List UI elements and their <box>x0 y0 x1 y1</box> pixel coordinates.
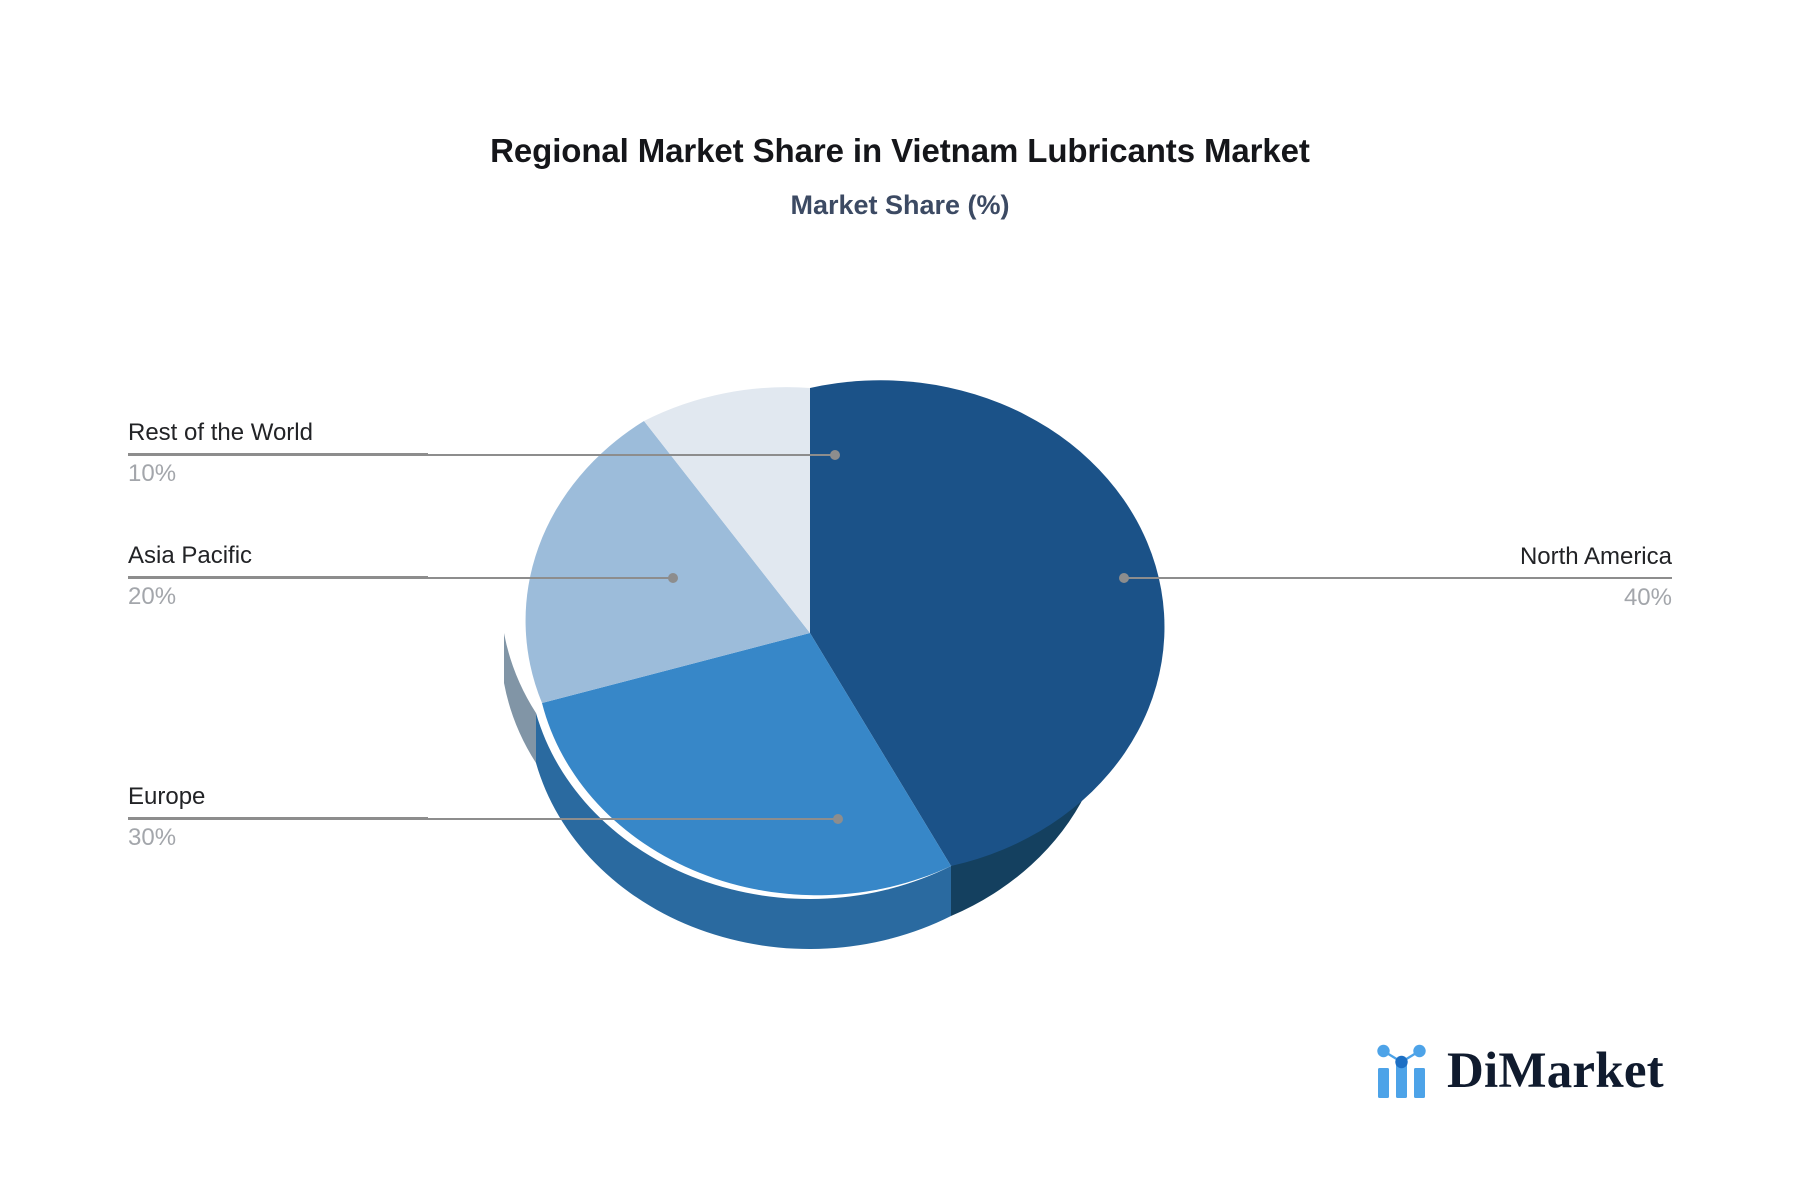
chart-subtitle: Market Share (%) <box>790 190 1010 220</box>
leader-dot-north-america <box>1119 573 1129 583</box>
callout-rule <box>128 453 428 455</box>
pie-depth-europe <box>536 713 951 949</box>
pie-top-face <box>525 380 1165 896</box>
leader-dot-asia-pacific <box>668 573 678 583</box>
callout-label-north-america: North America <box>1519 543 1672 570</box>
callout-label-rest-of-the-world: Rest of the World <box>128 419 313 446</box>
page-title: Regional Market Share in Vietnam Lubrica… <box>490 132 1310 169</box>
callout-europe: Europe 30% <box>128 782 428 853</box>
callout-value-north-america: 40% <box>1623 584 1672 611</box>
pie-slice-asia-pacific <box>525 421 810 703</box>
callout-rule <box>128 817 428 819</box>
callout-north-america: North America 40% <box>1372 542 1672 613</box>
brand-logo: DiMarket <box>1372 1040 1664 1102</box>
callout-rest-of-the-world: Rest of the World 10% <box>128 418 428 489</box>
callout-value-europe: 30% <box>128 824 177 851</box>
leader-dot-rest-of-the-world <box>830 450 840 460</box>
pie-depth-asia-pacific <box>504 633 536 763</box>
callout-label-asia-pacific: Asia Pacific <box>128 542 253 569</box>
leader-dot-europe <box>833 814 843 824</box>
callout-value-rest-of-the-world: 10% <box>128 460 177 487</box>
callout-rule <box>128 576 428 578</box>
brand-name: DiMarket <box>1447 1042 1664 1099</box>
callout-asia-pacific: Asia Pacific 20% <box>128 541 428 612</box>
pie-slice-rest-of-the-world <box>644 387 810 633</box>
callout-label-europe: Europe <box>128 783 206 810</box>
bar-chart-dots-icon <box>1377 1044 1426 1098</box>
pie-slice-north-america <box>810 380 1165 866</box>
callout-rule <box>1372 577 1672 579</box>
pie-slice-europe <box>542 633 951 896</box>
callout-value-asia-pacific: 20% <box>128 583 177 610</box>
